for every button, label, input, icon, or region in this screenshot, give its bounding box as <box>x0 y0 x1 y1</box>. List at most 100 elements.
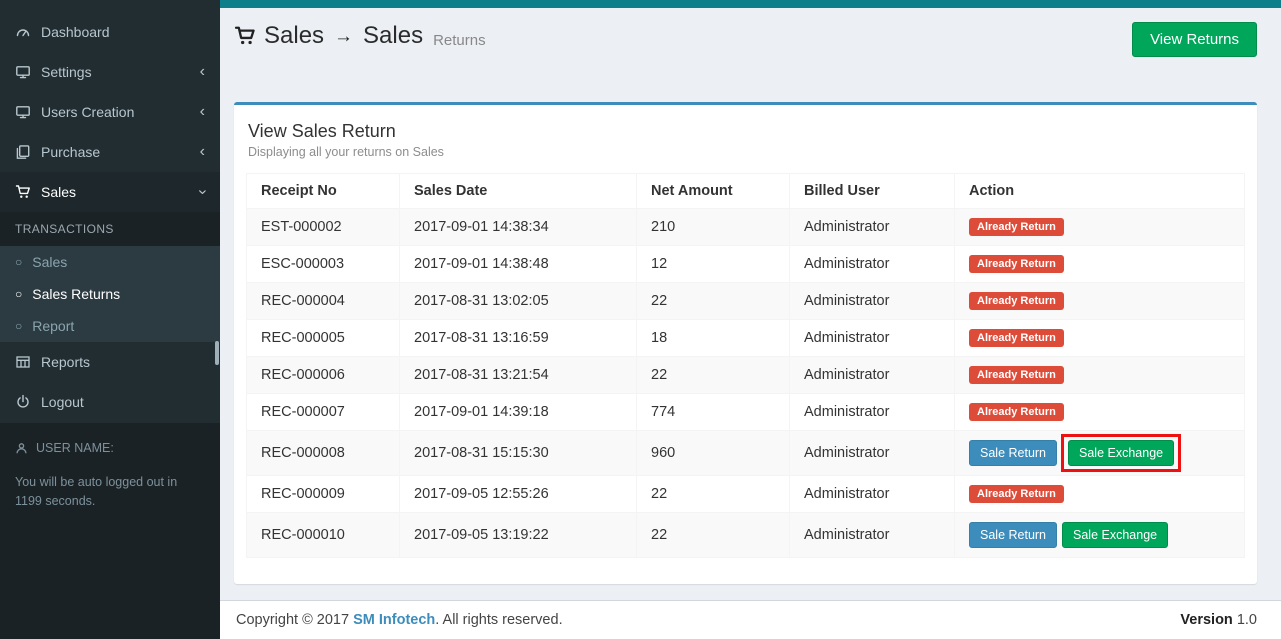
sidebar-subitem-report[interactable]: ○ Report <box>0 310 220 342</box>
power-icon <box>15 394 31 410</box>
cell-action: Already Return <box>954 356 1245 394</box>
sales-table-body: EST-000002 2017-09-01 14:38:34 210 Administ… <box>246 208 1245 558</box>
cell-sales-date: 2017-09-01 14:39:18 <box>399 393 637 431</box>
cell-receipt-no: ESC-000003 <box>246 245 400 283</box>
cell-sales-date: 2017-08-31 13:16:59 <box>399 319 637 357</box>
sale-return-button[interactable]: Sale Return <box>969 440 1058 466</box>
already-return-badge: Already Return <box>969 366 1064 384</box>
copyright-text: Copyright © 2017 SM Infotech. All rights… <box>236 612 563 628</box>
chevron-down-icon: ‹ <box>193 189 211 195</box>
cell-net-amount: 22 <box>636 282 790 320</box>
circle-o-icon: ○ <box>15 319 23 333</box>
sidebar-item-users-creation[interactable]: Users Creation ‹ <box>0 92 220 132</box>
sale-return-button[interactable]: Sale Return <box>969 522 1058 548</box>
cell-action: Sale Return Sale Exchange <box>954 512 1245 558</box>
main-column: Sales → Sales Returns View Returns View … <box>220 0 1281 639</box>
sidebar-user-panel: USER NAME: You will be auto logged out i… <box>0 423 220 639</box>
sales-submenu: ○ Sales ○ Sales Returns ○ Report <box>0 246 220 342</box>
cell-net-amount: 12 <box>636 245 790 283</box>
table-row: REC-000004 2017-08-31 13:02:05 22 Administr… <box>246 282 1245 320</box>
table-row: REC-000009 2017-09-05 12:55:26 22 Administr… <box>246 475 1245 513</box>
cart-icon <box>234 25 256 47</box>
already-return-badge: Already Return <box>969 485 1064 503</box>
cell-receipt-no: EST-000002 <box>246 208 400 246</box>
cell-sales-date: 2017-09-01 14:38:48 <box>399 245 637 283</box>
auto-logout-notice: You will be auto logged out in 1199 seco… <box>15 475 178 509</box>
chevron-left-icon: ‹ <box>199 103 205 120</box>
table-row: EST-000002 2017-09-01 14:38:34 210 Administ… <box>246 208 1245 246</box>
sale-exchange-button[interactable]: Sale Exchange <box>1068 440 1175 467</box>
column-header: Billed User <box>789 173 955 209</box>
annotation-highlight-box: Sale Exchange <box>1061 434 1182 473</box>
sidebar-item-purchase[interactable]: Purchase ‹ <box>0 132 220 172</box>
sidebar-subitem-sales[interactable]: ○ Sales <box>0 246 220 278</box>
cell-receipt-no: REC-000009 <box>246 475 400 513</box>
circle-o-icon: ○ <box>15 287 23 301</box>
sidebar-item-label: Settings <box>41 64 92 80</box>
already-return-badge: Already Return <box>969 403 1064 421</box>
content-area: Sales → Sales Returns View Returns View … <box>220 8 1281 600</box>
footer: Copyright © 2017 SM Infotech. All rights… <box>220 600 1281 639</box>
cell-net-amount: 22 <box>636 512 790 558</box>
cell-receipt-no: REC-000008 <box>246 430 400 476</box>
sales-returns-table: Receipt No Sales Date Net Amount Billed Use… <box>246 173 1245 558</box>
cell-sales-date: 2017-08-31 15:15:30 <box>399 430 637 476</box>
table-row: ESC-000003 2017-09-01 14:38:48 12 Administr… <box>246 245 1245 283</box>
cell-billed-user: Administrator <box>789 430 955 476</box>
table-row: REC-000010 2017-09-05 13:19:22 22 Administr… <box>246 512 1245 558</box>
cell-net-amount: 960 <box>636 430 790 476</box>
desktop-icon <box>15 64 31 80</box>
view-returns-button[interactable]: View Returns <box>1132 22 1257 57</box>
cart-icon <box>15 184 31 200</box>
cell-net-amount: 210 <box>636 208 790 246</box>
circle-o-icon: ○ <box>15 255 23 269</box>
sales-return-card: View Sales Return Displaying all your re… <box>234 102 1257 584</box>
desktop-icon <box>15 104 31 120</box>
cell-sales-date: 2017-09-05 12:55:26 <box>399 475 637 513</box>
table-row: REC-000008 2017-08-31 15:15:30 960 Administ… <box>246 430 1245 476</box>
page-title: Sales → Sales Returns <box>234 22 486 50</box>
column-header: Sales Date <box>399 173 637 209</box>
cell-sales-date: 2017-09-05 13:19:22 <box>399 512 637 558</box>
sidebar-item-dashboard[interactable]: Dashboard <box>0 12 220 52</box>
column-header: Net Amount <box>636 173 790 209</box>
cell-action: Already Return <box>954 245 1245 283</box>
cell-receipt-no: REC-000010 <box>246 512 400 558</box>
sidebar-item-label: Users Creation <box>41 104 135 120</box>
user-name-label: USER NAME: <box>15 441 205 455</box>
already-return-badge: Already Return <box>969 329 1064 347</box>
dashboard-gauge-icon <box>15 24 31 40</box>
already-return-badge: Already Return <box>969 292 1064 310</box>
table-row: REC-000006 2017-08-31 13:21:54 22 Administr… <box>246 356 1245 394</box>
sidebar-item-label: Purchase <box>41 144 101 160</box>
sidebar-item-settings[interactable]: Settings ‹ <box>0 52 220 92</box>
already-return-badge: Already Return <box>969 255 1064 273</box>
column-header: Receipt No <box>246 173 400 209</box>
cell-billed-user: Administrator <box>789 512 955 558</box>
sidebar-scrollbar-thumb[interactable] <box>215 341 219 365</box>
card-subtitle: Displaying all your returns on Sales <box>248 145 444 159</box>
top-accent-bar <box>220 0 1281 8</box>
cell-receipt-no: REC-000005 <box>246 319 400 357</box>
sidebar-item-sales[interactable]: Sales ‹ <box>0 172 220 212</box>
cell-billed-user: Administrator <box>789 356 955 394</box>
cell-action: Already Return <box>954 319 1245 357</box>
sidebar-item-logout[interactable]: Logout <box>0 382 220 422</box>
cell-action: Already Return <box>954 475 1245 513</box>
sidebar-section-transactions: TRANSACTIONS <box>0 212 220 246</box>
chevron-left-icon: ‹ <box>199 63 205 80</box>
table-row: REC-000007 2017-09-01 14:39:18 774 Administ… <box>246 393 1245 431</box>
cell-net-amount: 774 <box>636 393 790 431</box>
sidebar-subitem-sales-returns[interactable]: ○ Sales Returns <box>0 278 220 310</box>
sidebar: Dashboard Settings ‹ Users Creation ‹ Pu… <box>0 0 220 639</box>
cell-sales-date: 2017-09-01 14:38:34 <box>399 208 637 246</box>
cell-sales-date: 2017-08-31 13:21:54 <box>399 356 637 394</box>
sale-exchange-button[interactable]: Sale Exchange <box>1062 522 1169 548</box>
breadcrumb-sub: Returns <box>433 31 486 49</box>
brand-link[interactable]: SM Infotech <box>353 612 436 628</box>
cell-receipt-no: REC-000006 <box>246 356 400 394</box>
sidebar-item-reports[interactable]: Reports <box>0 342 220 382</box>
cell-receipt-no: REC-000007 <box>246 393 400 431</box>
cell-action: Already Return <box>954 393 1245 431</box>
